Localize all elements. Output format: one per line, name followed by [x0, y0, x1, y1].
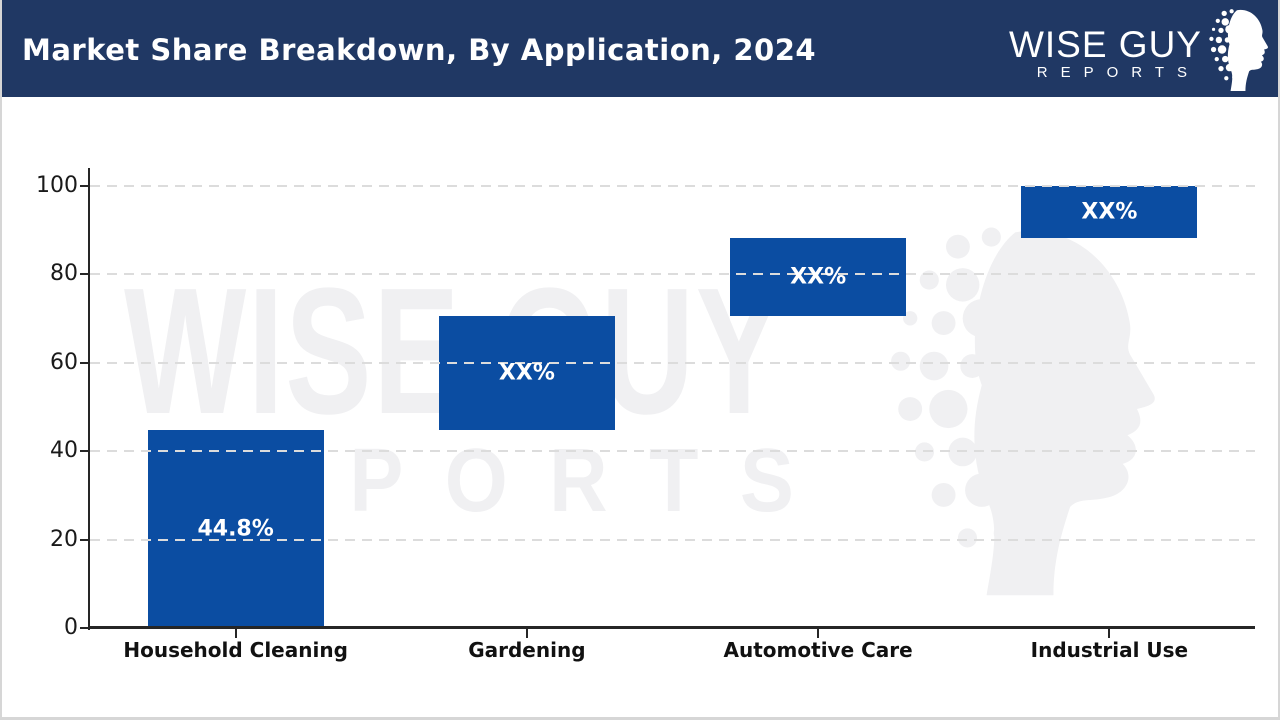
y-tick-label-60: 60 [50, 349, 78, 375]
logo-head-icon [1206, 7, 1270, 92]
bar-value-label-industrial-use: XX% [1081, 199, 1138, 225]
category-label-automotive-care: Automotive Care [723, 638, 913, 662]
x-axis-line [88, 626, 1255, 629]
gridline-y-60 [90, 361, 1255, 364]
plot-area: 44.8% XX% XX% XX% [90, 168, 1255, 628]
y-tick-40 [80, 450, 89, 452]
gridline-y-100 [90, 184, 1255, 187]
gridline-y-80 [90, 273, 1255, 275]
logo-reports-text: REPORTS [1036, 64, 1200, 81]
y-tick-100 [80, 184, 89, 187]
bar-gardening [438, 315, 615, 430]
category-label-gardening: Gardening [468, 638, 586, 662]
x-tick-industrial-use [1108, 629, 1111, 638]
brand-logo: WISE GUY REPORTS [1008, 4, 1270, 94]
bar-value-label-household-cleaning: 44.8% [197, 516, 274, 542]
bar-value-label-gardening: XX% [498, 360, 555, 386]
y-tick-label-40: 40 [50, 438, 78, 463]
x-tick-automotive-care [817, 629, 820, 638]
x-tick-gardening [525, 629, 528, 638]
y-tick-label-0: 0 [64, 615, 78, 640]
y-tick-80 [80, 273, 89, 275]
y-tick-label-100: 100 [36, 172, 78, 198]
y-tick-60 [80, 361, 89, 364]
category-label-industrial-use: Industrial Use [1030, 638, 1189, 662]
bar-automotive-care [730, 237, 907, 316]
header-bar: Market Share Breakdown, By Application, … [2, 0, 1278, 97]
chart-title: Market Share Breakdown, By Application, … [22, 33, 817, 67]
logo-brand-text: WISE GUY [1008, 24, 1202, 65]
y-tick-label-80: 80 [50, 261, 78, 286]
x-tick-household-cleaning [234, 629, 237, 638]
gridline-y-40 [90, 450, 1255, 452]
category-label-household-cleaning: Household Cleaning [123, 638, 348, 662]
y-tick-20 [80, 538, 89, 541]
y-tick-0 [80, 627, 89, 629]
y-tick-label-20: 20 [50, 526, 78, 552]
bar-value-label-automotive-care: XX% [790, 264, 847, 290]
y-axis-line [88, 168, 90, 630]
gridline-y-20 [90, 538, 1255, 541]
bar-household-cleaning [147, 429, 324, 628]
